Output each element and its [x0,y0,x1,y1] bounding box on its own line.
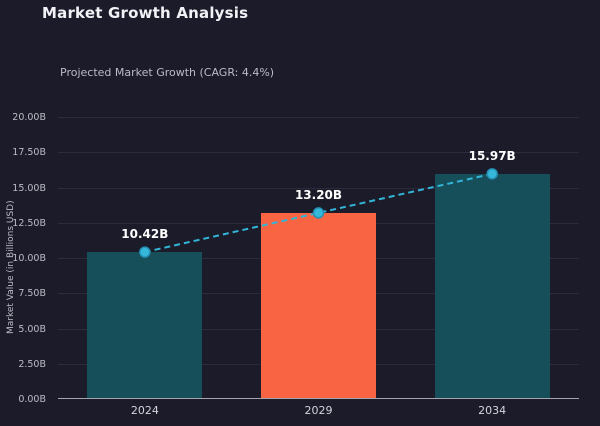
chart-subtitle: Projected Market Growth (CAGR: 4.4%) [60,66,275,79]
y-tick-label: 0.00B [18,394,46,405]
x-tick-label: 2034 [478,404,507,417]
x-axis-ticks: 2024 2029 2034 [58,404,579,420]
bar-value-label: 10.42B [121,227,169,242]
bar-value-label: 15.97B [468,148,516,163]
plot-area: 10.42B 13.20B 15.97B [58,117,579,399]
gridline [58,152,579,154]
y-tick-label: 2.50B [18,358,46,370]
y-tick-label: 15.00B [12,182,46,194]
y-tick-label: 20.00B [12,112,46,123]
bar-2029 [261,212,376,398]
y-tick-label: 12.50B [12,217,46,229]
bar-2034 [434,173,550,398]
y-tick-label: 10.00B [12,253,46,264]
y-axis-ticks: 0.00B 2.50B 5.00B 7.50B 10.00B 12.50B 15.00B 17… [0,112,52,405]
bar-value-label: 13.20B [294,187,343,202]
x-axis-line [58,398,579,399]
y-tick-label: 17.50B [12,147,46,159]
y-tick-label: 7.50B [18,288,46,300]
page-title: Market Growth Analysis [42,4,249,22]
bar-2024 [87,252,203,398]
gridline [58,117,579,118]
x-tick-label: 2029 [304,404,333,417]
x-tick-label: 2024 [130,404,159,417]
y-tick-label: 5.00B [18,323,46,335]
